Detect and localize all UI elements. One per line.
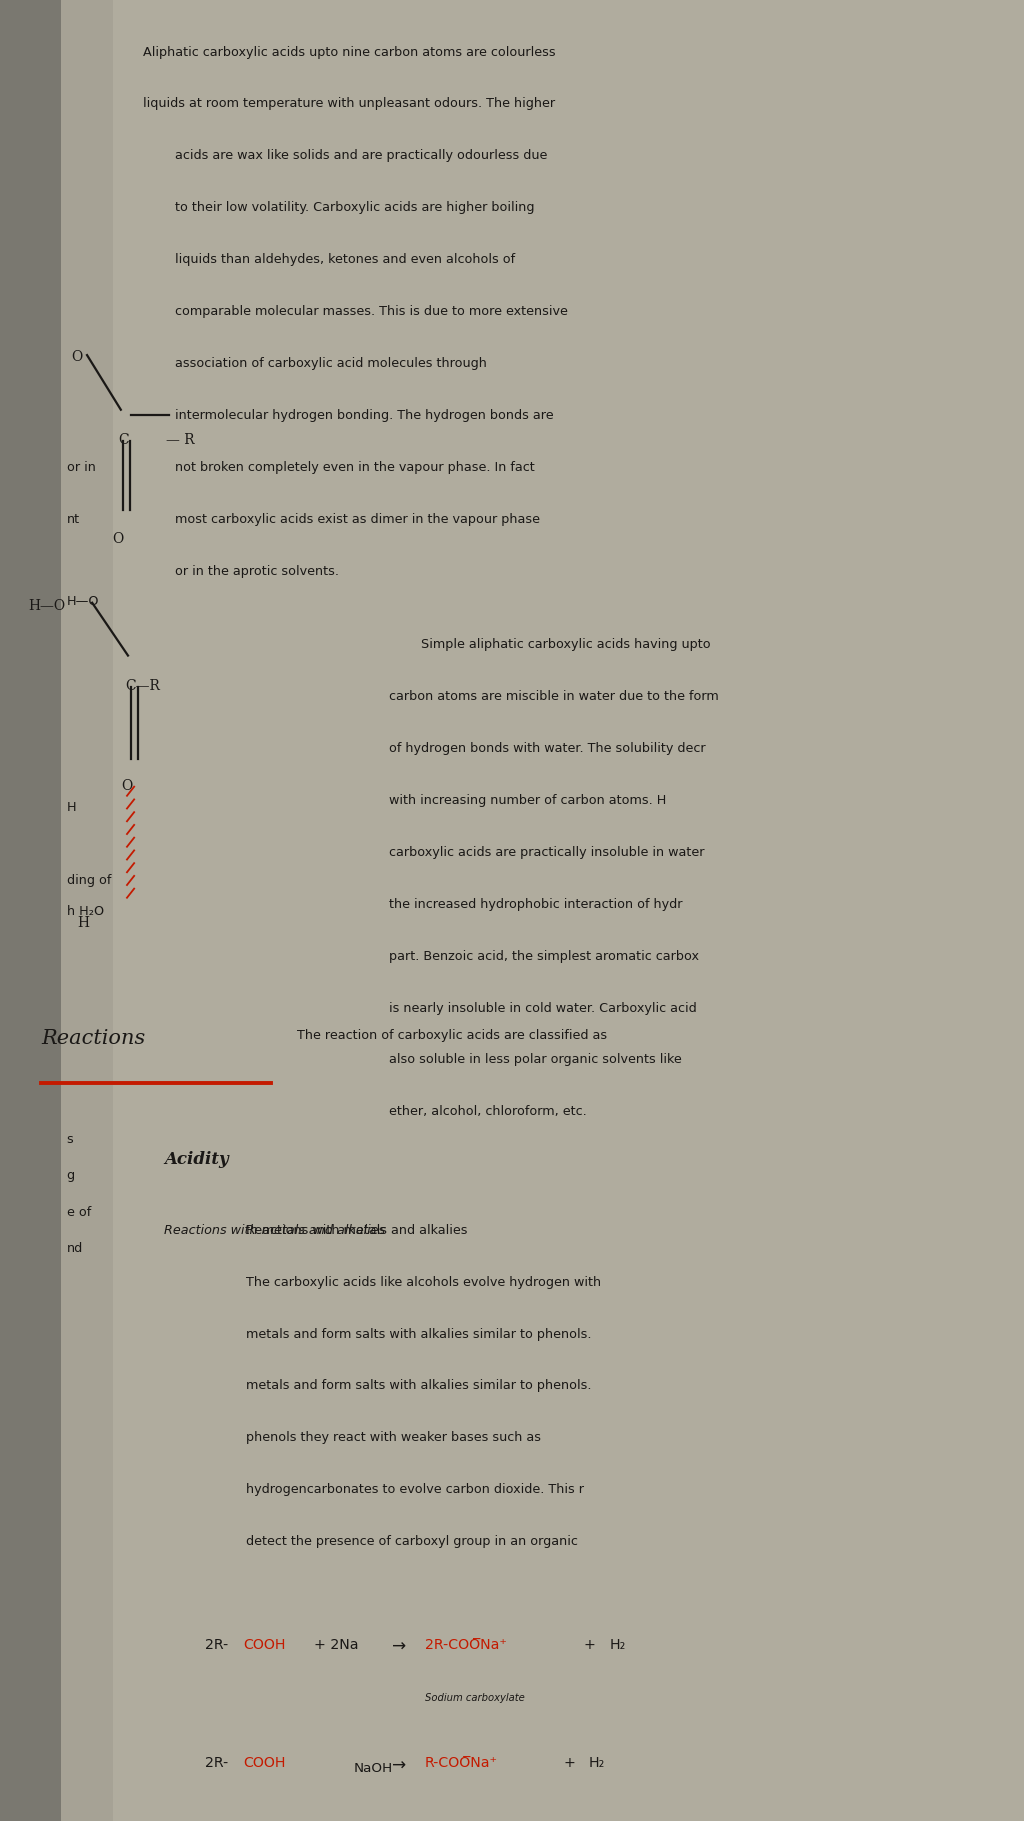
Text: acids are wax like solids and are practically odourless due: acids are wax like solids and are practi… — [143, 149, 548, 162]
Text: O: O — [72, 350, 83, 364]
Text: +: + — [584, 1639, 596, 1652]
Text: C—R: C—R — [125, 679, 160, 694]
Text: Reactions with metals and alkalies: Reactions with metals and alkalies — [164, 1224, 385, 1236]
Text: ding of: ding of — [67, 874, 111, 887]
Text: O: O — [121, 779, 132, 794]
Text: also soluble in less polar organic solvents like: also soluble in less polar organic solve… — [389, 1053, 682, 1067]
Text: part. Benzoic acid, the simplest aromatic carbox: part. Benzoic acid, the simplest aromati… — [389, 951, 699, 963]
Text: detect the presence of carboxyl group in an organic: detect the presence of carboxyl group in… — [246, 1535, 578, 1548]
Text: →: → — [392, 1755, 407, 1774]
Text: hydrogencarbonates to evolve carbon dioxide. This r: hydrogencarbonates to evolve carbon diox… — [246, 1482, 584, 1497]
Text: most carboxylic acids exist as dimer in the vapour phase: most carboxylic acids exist as dimer in … — [143, 514, 541, 526]
Text: 2R-COO̅Na⁺: 2R-COO̅Na⁺ — [425, 1639, 507, 1652]
Text: comparable molecular masses. This is due to more extensive: comparable molecular masses. This is due… — [143, 304, 568, 319]
Text: Aliphatic carboxylic acids upto nine carbon atoms are colourless: Aliphatic carboxylic acids upto nine car… — [143, 46, 556, 58]
Text: intermolecular hydrogen bonding. The hydrogen bonds are: intermolecular hydrogen bonding. The hyd… — [143, 408, 554, 422]
Bar — [0, 0, 61, 1821]
Text: Reactions: Reactions — [41, 1029, 145, 1047]
Text: Acidity: Acidity — [164, 1151, 228, 1167]
Text: Reactions with metals and alkalies: Reactions with metals and alkalies — [246, 1224, 467, 1236]
Text: to their low volatility. Carboxylic acids are higher boiling: to their low volatility. Carboxylic acid… — [143, 202, 535, 215]
Text: the increased hydrophobic interaction of hydr: the increased hydrophobic interaction of… — [389, 898, 683, 910]
Text: h H₂O: h H₂O — [67, 905, 103, 918]
Text: Simple aliphatic carboxylic acids having upto: Simple aliphatic carboxylic acids having… — [389, 639, 711, 652]
Text: or in the aprotic solvents.: or in the aprotic solvents. — [143, 565, 339, 577]
Text: H—O: H—O — [67, 595, 99, 608]
Text: — R: — R — [166, 433, 195, 448]
Text: H—O: H—O — [29, 599, 66, 614]
Text: metals and form salts with alkalies similar to phenols.: metals and form salts with alkalies simi… — [246, 1380, 591, 1393]
Text: carbon atoms are miscible in water due to the form: carbon atoms are miscible in water due t… — [389, 690, 719, 703]
Text: liquids at room temperature with unpleasant odours. The higher: liquids at room temperature with unpleas… — [143, 97, 555, 111]
Text: H₂: H₂ — [589, 1755, 605, 1770]
Text: R-COO̅Na⁺: R-COO̅Na⁺ — [425, 1755, 498, 1770]
Text: with increasing number of carbon atoms. H: with increasing number of carbon atoms. … — [389, 794, 667, 807]
Text: H: H — [67, 801, 76, 814]
Text: NaOH: NaOH — [353, 1763, 392, 1775]
Text: nt: nt — [67, 514, 80, 526]
Text: liquids than aldehydes, ketones and even alcohols of: liquids than aldehydes, ketones and even… — [143, 253, 515, 266]
Text: +: + — [563, 1755, 575, 1770]
Text: 2R-: 2R- — [205, 1755, 228, 1770]
Text: 2R-: 2R- — [205, 1639, 228, 1652]
Text: metals and form salts with alkalies similar to phenols.: metals and form salts with alkalies simi… — [246, 1328, 591, 1340]
Text: or in: or in — [67, 461, 95, 473]
Text: C: C — [118, 433, 128, 448]
Text: of hydrogen bonds with water. The solubility decr: of hydrogen bonds with water. The solubi… — [389, 743, 706, 756]
Text: ether, alcohol, chloroform, etc.: ether, alcohol, chloroform, etc. — [389, 1105, 587, 1118]
Text: + 2Na: + 2Na — [314, 1639, 358, 1652]
Text: COOH: COOH — [244, 1639, 287, 1652]
Text: COOH: COOH — [244, 1755, 287, 1770]
Text: The reaction of carboxylic acids are classified as: The reaction of carboxylic acids are cla… — [297, 1029, 607, 1042]
Text: The carboxylic acids like alcohols evolve hydrogen with: The carboxylic acids like alcohols evolv… — [246, 1275, 601, 1289]
Text: H: H — [77, 916, 89, 931]
Bar — [61, 0, 113, 1821]
Text: →: → — [392, 1639, 407, 1655]
Text: s: s — [67, 1133, 74, 1145]
Text: is nearly insoluble in cold water. Carboxylic acid: is nearly insoluble in cold water. Carbo… — [389, 1002, 697, 1014]
Text: e of: e of — [67, 1206, 91, 1218]
Text: g: g — [67, 1169, 75, 1182]
Text: association of carboxylic acid molecules through: association of carboxylic acid molecules… — [143, 357, 487, 370]
Text: not broken completely even in the vapour phase. In fact: not broken completely even in the vapour… — [143, 461, 536, 473]
Text: carboxylic acids are practically insoluble in water: carboxylic acids are practically insolub… — [389, 845, 705, 860]
Text: H₂: H₂ — [609, 1639, 626, 1652]
Text: Sodium carboxylate: Sodium carboxylate — [425, 1694, 524, 1703]
Text: nd: nd — [67, 1242, 83, 1255]
Text: O: O — [113, 532, 124, 546]
Text: phenols they react with weaker bases such as: phenols they react with weaker bases suc… — [246, 1431, 541, 1444]
